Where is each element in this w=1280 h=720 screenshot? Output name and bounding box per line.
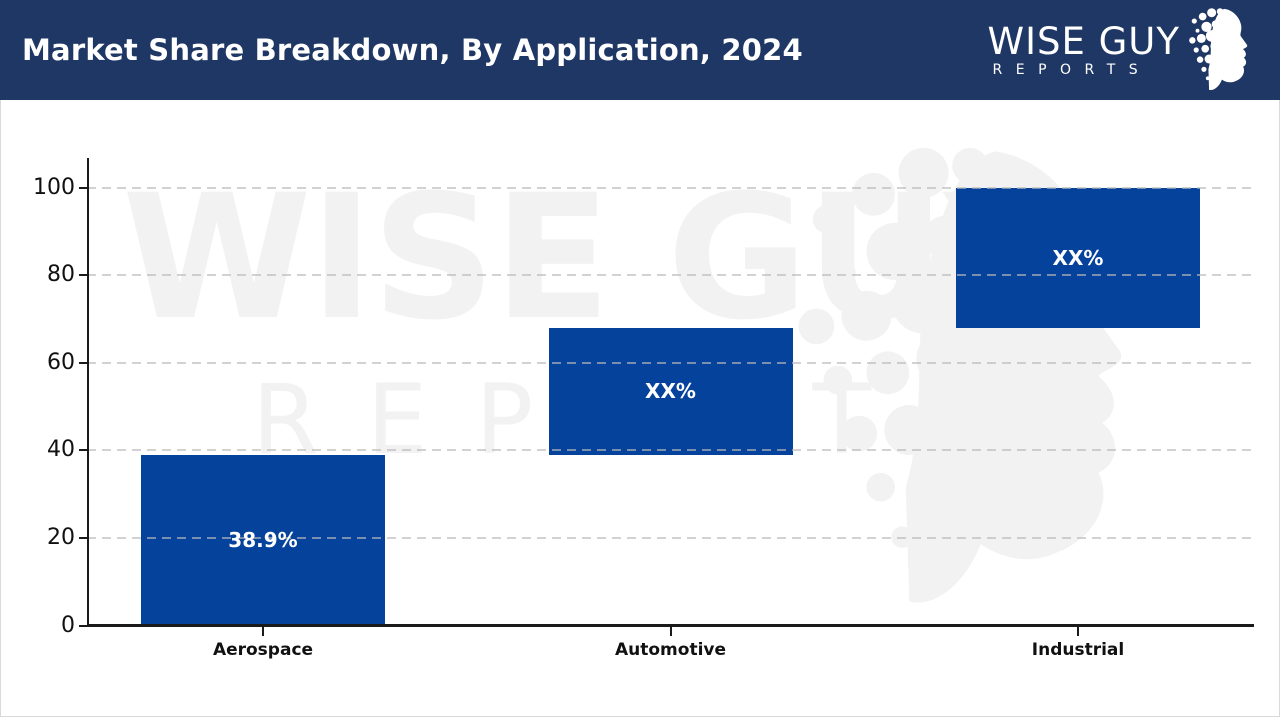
y-tick-label-40: 40 (47, 437, 75, 463)
x-category-label: Industrial (1031, 639, 1125, 660)
logo-wordmark: WISE GUY (987, 20, 1180, 63)
gridline-80 (87, 274, 1254, 277)
x-axis-spine (87, 624, 1254, 627)
x-tick-automotive (669, 626, 672, 636)
y-tick-20 (79, 536, 88, 539)
wiseguy-face-icon (1174, 5, 1266, 95)
y-tick-0 (79, 624, 88, 627)
y-tick-label-80: 80 (47, 262, 75, 288)
gridline-100 (87, 186, 1254, 189)
y-axis-spine (87, 158, 89, 627)
wiseguy-logo: WISE GUY REPORTS (988, 5, 1266, 95)
logo-subtitle: REPORTS (992, 62, 1152, 78)
gridline-20 (87, 536, 1254, 539)
y-tick-label-60: 60 (47, 349, 75, 375)
y-tick-label-20: 20 (47, 524, 75, 550)
logo-text: WISE GUY REPORTS (988, 23, 1180, 77)
gridline-40 (87, 449, 1254, 452)
header: Market Share Breakdown, By Application, … (0, 0, 1280, 100)
page-title: Market Share Breakdown, By Application, … (22, 33, 803, 67)
bar-automotive (548, 327, 793, 456)
y-tick-40 (79, 449, 88, 452)
gridline-60 (87, 361, 1254, 364)
bar-aerospace (141, 455, 385, 626)
x-category-label: Automotive (614, 639, 727, 660)
y-tick-60 (79, 361, 88, 364)
y-tick-label-100: 100 (33, 174, 75, 200)
y-tick-label-0: 0 (61, 612, 75, 638)
bar-industrial (956, 187, 1200, 328)
x-tick-industrial (1077, 626, 1079, 636)
y-tick-100 (79, 186, 88, 189)
x-tick-aerospace (262, 626, 264, 636)
y-tick-80 (79, 274, 88, 277)
x-category-label: Aerospace (212, 639, 314, 660)
